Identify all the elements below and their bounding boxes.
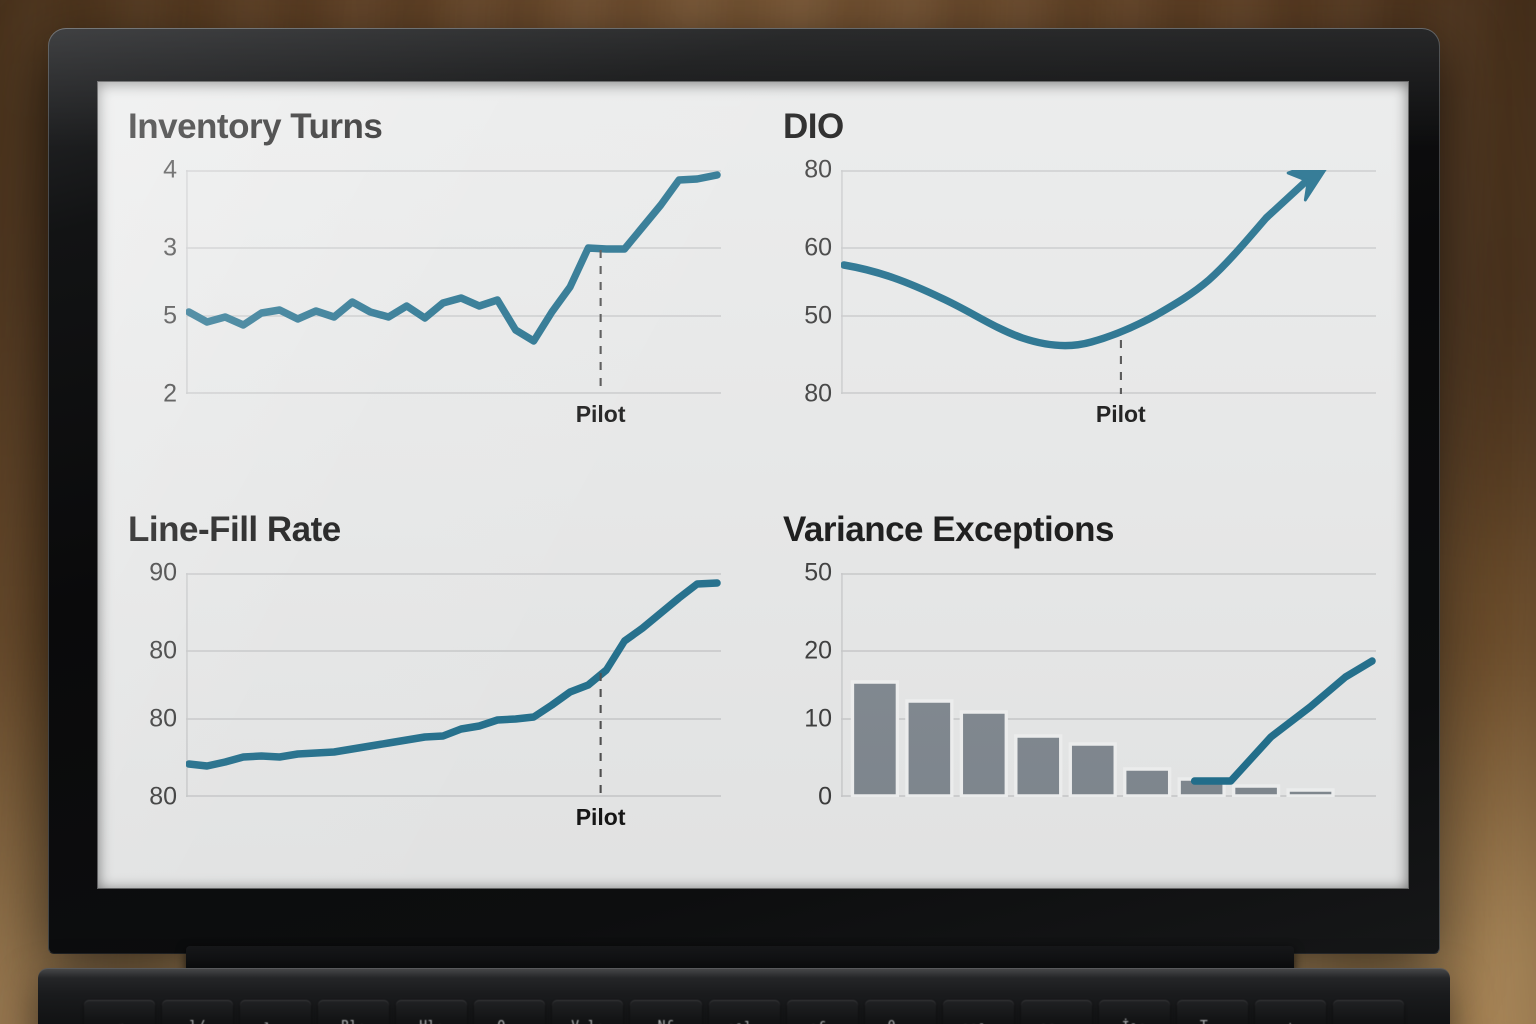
chart-svg-variance-exceptions (841, 573, 1376, 797)
ytick-label: 80 (149, 782, 177, 811)
keyboard-key[interactable]: — (1333, 1000, 1405, 1024)
panel-inventory-turns: Inventory Turns 4 3 5 2 (98, 82, 753, 485)
ytick-label: 80 (804, 379, 832, 408)
ytick-label: 50 (804, 558, 832, 587)
plot-area-variance-exceptions: 50 20 10 0 (804, 559, 1376, 811)
ytick-label: 80 (149, 636, 177, 665)
keyboard-key[interactable]: ⇥ (84, 1000, 156, 1024)
bar (1123, 767, 1172, 797)
keyboard-key[interactable]: ๏ılₓ (708, 1000, 780, 1024)
chart-svg-inventory-turns (186, 170, 721, 394)
plot-area-inventory-turns: 4 3 5 2 (163, 156, 721, 408)
bar (850, 680, 900, 797)
ytick-label: 0 (818, 782, 832, 811)
chart-variance-exceptions[interactable]: 50 20 10 0 (779, 559, 1382, 827)
keyboard-key[interactable]: Tₓₓ (1176, 1000, 1248, 1024)
panel-title-line-fill-rate: Line-Fill Rate (128, 510, 341, 549)
keyboard-key[interactable]: Vₓl· (552, 1000, 624, 1024)
chart-svg-dio (841, 170, 1376, 394)
pilot-label: Pilot (575, 401, 626, 427)
series-line (186, 579, 721, 770)
ytick-label: 2 (163, 379, 177, 408)
laptop-device: Inventory Turns 4 3 5 2 (38, 28, 1450, 1024)
series-line (186, 171, 721, 345)
ytick-label: 60 (804, 233, 832, 262)
gridlines (186, 170, 721, 394)
bar (1286, 788, 1335, 797)
chart-line-fill-rate[interactable]: 90 80 80 80 (124, 559, 727, 830)
laptop-screen[interactable]: Inventory Turns 4 3 5 2 (98, 82, 1408, 888)
bar (1068, 742, 1117, 797)
pilot-label: Pilot (575, 804, 626, 830)
ytick-label: 4 (163, 155, 177, 184)
panel-title-dio: DIO (783, 107, 844, 146)
keyboard-key[interactable]: N£ (630, 1000, 702, 1024)
plot-area-dio: 80 60 50 80 (804, 156, 1376, 408)
bar (959, 710, 1008, 797)
overlay-trend-line (1190, 657, 1376, 785)
ytick-label: 5 (163, 301, 177, 330)
chart-svg-line-fill-rate (186, 573, 721, 797)
keyboard-key[interactable]: ๏๏ₓₓ (1020, 1000, 1092, 1024)
chart-inventory-turns[interactable]: 4 3 5 2 (124, 156, 727, 427)
keyboard-key[interactable]: ı.. (240, 1000, 312, 1024)
ytick-label: 10 (804, 704, 832, 733)
gridlines (186, 573, 721, 797)
bar (1014, 734, 1063, 797)
plot-area-line-fill-rate: 90 80 80 80 (149, 559, 721, 811)
ytick-label: 90 (149, 558, 177, 587)
ytick-label: 3 (163, 233, 177, 262)
arrow-head-icon (1286, 170, 1327, 202)
base-lip (38, 968, 1450, 978)
laptop-lid: Inventory Turns 4 3 5 2 (48, 28, 1440, 954)
bar (905, 699, 954, 797)
ytick-label: 50 (804, 301, 832, 330)
pilot-label: Pilot (1095, 401, 1146, 427)
series-line (841, 170, 1324, 350)
panel-title-variance-exceptions: Variance Exceptions (783, 510, 1114, 549)
keyboard-key[interactable]: Hl· (396, 1000, 468, 1024)
keyboard-key[interactable]: l/ (162, 1000, 234, 1024)
ytick-label: 80 (149, 704, 177, 733)
dashboard: Inventory Turns 4 3 5 2 (98, 82, 1408, 888)
panel-line-fill-rate: Line-Fill Rate 90 80 80 80 (98, 485, 753, 888)
keyboard-key[interactable]: ↓ (1254, 1000, 1326, 1024)
bar (1231, 784, 1281, 797)
keyboard-key[interactable]: İı๏ (1098, 1000, 1170, 1024)
bars (850, 680, 1335, 797)
keyboard-key[interactable]: ๏£· (786, 1000, 858, 1024)
keyboard-key[interactable]: Qₓₓ (474, 1000, 546, 1024)
panel-variance-exceptions: Variance Exceptions 50 20 10 0 (753, 485, 1408, 888)
panel-dio: DIO 80 60 50 80 (753, 82, 1408, 485)
chart-dio[interactable]: 80 60 50 80 (779, 156, 1382, 427)
keyboard-key[interactable]: ๏๏ıₓ (942, 1000, 1014, 1024)
keyboard-key[interactable]: Rl· (318, 1000, 390, 1024)
gridlines (841, 170, 1376, 394)
keyboard-key[interactable]: 0ₓₓ (864, 1000, 936, 1024)
ytick-label: 80 (804, 155, 832, 184)
panel-title-inventory-turns: Inventory Turns (128, 107, 383, 146)
keyboard-row[interactable]: ⇥ l/ ı.. Rl· Hl· Qₓₓ Vₓl· N£ ๏ılₓ ๏£· 0ₓ… (84, 1000, 1405, 1024)
ytick-label: 20 (804, 636, 832, 665)
